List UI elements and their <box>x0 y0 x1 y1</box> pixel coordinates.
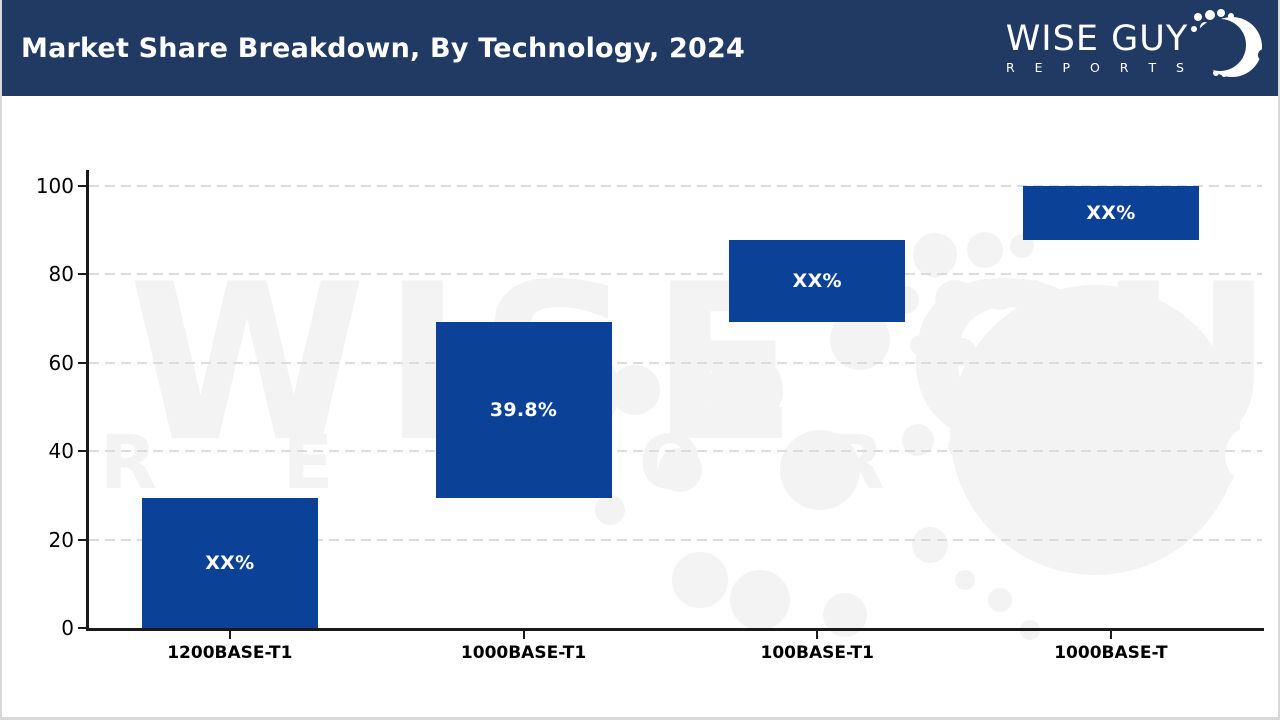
x-axis-category-label: 100BASE-T1 <box>760 643 874 663</box>
y-tick-label: 100 <box>35 174 74 198</box>
y-tick-label: 60 <box>48 350 74 375</box>
bar-1000base-t: XX% <box>1022 186 1199 240</box>
wiseguy-face-icon <box>1191 9 1266 77</box>
y-tick-mark <box>78 627 86 629</box>
x-axis-category-label: 1000BASE-T1 <box>460 643 587 663</box>
wiseguy-logo: WISE GUY R E P O R T S <box>1002 7 1280 89</box>
logo-subtitle: R E P O R T S <box>1005 59 1192 75</box>
x-tick-mark <box>522 631 525 639</box>
logo-wordmark: WISE GUY <box>1005 18 1189 59</box>
x-tick-mark <box>816 631 819 639</box>
y-tick-mark <box>78 185 86 187</box>
plot-area: 0 20 40 60 80 100 XX% 1200BASE-T1 39.8% 1000BASE-… <box>0 96 1280 720</box>
y-tick-mark <box>78 538 86 541</box>
gridline <box>89 538 1262 541</box>
page-title: Market Share Breakdown, By Technology, 2… <box>21 32 746 64</box>
wiseguy-logo-text: WISE GUY R E P O R T S <box>1002 18 1192 75</box>
bar-1200base-t1: XX% <box>141 498 318 628</box>
bar-100base-t1: XX% <box>729 239 906 323</box>
header-banner: Market Share Breakdown, By Technology, 2… <box>0 0 1280 96</box>
x-tick-mark <box>1109 631 1112 639</box>
y-tick-label: 80 <box>48 262 74 287</box>
gridline <box>89 273 1262 276</box>
gridline <box>89 185 1262 187</box>
y-tick-label: 20 <box>48 527 74 552</box>
y-tick-mark <box>78 273 86 276</box>
bar-value-label: 39.8% <box>489 399 558 422</box>
gridline <box>89 450 1262 453</box>
x-axis-category-label: 1200BASE-T1 <box>167 643 293 663</box>
x-axis-category-label: 1000BASE-T <box>1054 643 1168 663</box>
bar-value-label: XX% <box>205 552 255 575</box>
bar-1000base-t1: 39.8% <box>435 322 612 499</box>
x-axis-line <box>86 628 1264 631</box>
gridline <box>89 361 1262 364</box>
y-tick-mark <box>78 361 86 364</box>
y-tick-label: 40 <box>48 439 74 464</box>
y-axis-line <box>86 170 89 631</box>
watermark-face-icon <box>595 232 1270 640</box>
x-tick-mark <box>228 631 231 639</box>
bar-value-label: XX% <box>792 270 842 293</box>
y-tick-label: 0 <box>61 616 74 640</box>
bar-value-label: XX% <box>1086 201 1136 224</box>
y-tick-mark <box>78 450 86 453</box>
